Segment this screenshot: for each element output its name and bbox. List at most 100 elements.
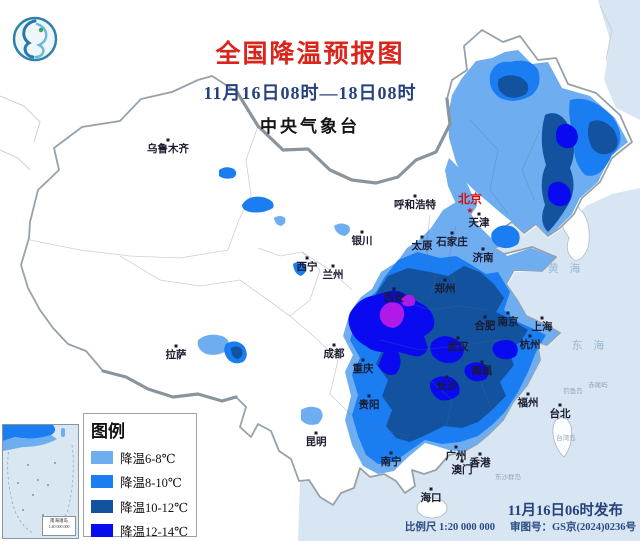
sea-label-东沙群岛: 东沙群岛 [495,472,521,481]
layer-14-16 [379,294,416,328]
foreign-borders [0,5,613,171]
legend-swatch [91,475,113,488]
city-label-海口: 海口 [421,491,442,504]
city-label-昆明: 昆明 [306,436,327,448]
city-marker [389,451,393,455]
city-marker [174,344,178,348]
city-label-上海: 上海 [532,320,553,333]
city-label-台北: 台北 [550,407,571,420]
city-label-天津: 天津 [469,216,490,229]
city-marker [360,230,364,234]
inset-title: 南海诸岛 [50,518,68,523]
map-scale: 比例尺 1:20 000 000 [404,522,495,533]
city-marker [478,452,482,456]
city-marker [392,287,396,291]
inset-islands [17,462,56,516]
sea-label-赤尾屿: 赤尾屿 [588,380,608,389]
temperature-drop-layers [29,44,628,474]
legend-swatch [91,450,113,464]
hainan-island [416,497,448,519]
city-label-西安: 西安 [384,291,405,304]
legend-item-2: 降温10-12℃ [91,497,190,516]
city-label-拉萨: 拉萨 [166,348,187,361]
city-label-郑州: 郑州 [435,282,456,295]
legend-item-0: 降温6-8℃ [91,448,190,467]
cma-logo [12,16,58,62]
sea-area-ne [598,0,640,120]
legend-swatch [91,499,113,513]
city-label-济南: 济南 [473,251,494,264]
city-label-石家庄: 石家庄 [435,235,468,248]
layer-12-14 [348,123,578,401]
city-label-杭州: 杭州 [520,338,541,351]
city-marker [506,311,510,315]
sea-label-台湾岛: 台湾岛 [556,433,576,442]
city-label-兰州: 兰州 [323,268,344,281]
city-label-武汉: 武汉 [448,340,469,353]
inset-scale-box: 南海诸岛 1:40 000 000 [42,516,76,536]
city-marker [481,247,485,251]
city-label-成都: 成都 [324,347,345,360]
city-marker [528,334,532,338]
map-info: 比例尺 1:20 000 000 审图号：GS京(2024)0236号 [404,519,636,534]
city-marker [483,315,487,319]
city-marker [450,231,454,235]
city-label-北京: 北京 [458,191,482,206]
sea-label-黄海: 黄 海 [548,261,585,275]
city-label-福州: 福州 [517,396,539,409]
legend-item-1: 降温8-10℃ [91,472,190,491]
city-marker [460,459,464,463]
city-label-南京: 南京 [498,315,519,328]
city-marker [454,445,458,449]
city-marker [456,336,460,340]
legend-swatch [91,524,113,537]
city-marker [429,487,433,491]
legend-label: 降温8-10℃ [120,476,182,490]
legend-title: 图例 [91,422,125,441]
city-label-南宁: 南宁 [381,455,402,468]
city-label-南昌: 南昌 [472,364,493,377]
city-marker [477,212,481,216]
city-marker [526,392,530,396]
city-label-乌鲁木齐: 乌鲁木齐 [147,142,189,155]
city-label-澳门: 澳门 [452,463,473,476]
sea-area [298,188,640,541]
city-label-太原: 太原 [411,239,433,252]
city-marker [480,360,484,364]
inset-scale: 1:40 000 000 [48,524,70,530]
city-marker [413,194,417,198]
city-marker [331,264,335,268]
sea-label-东海: 东 海 [572,338,609,352]
legend-item-3: 降温12-14℃ [91,521,190,540]
city-label-合肥: 合肥 [474,319,496,332]
province-borders [29,119,541,437]
city-label-香港: 香港 [469,456,491,469]
city-marker [420,235,424,239]
sea-label-钓鱼岛: 钓鱼岛 [563,386,583,395]
approval-number: 审图号：GS京(2024)0236号 [510,522,636,533]
city-label-长沙: 长沙 [437,379,458,392]
inset-map [3,425,74,534]
city-marker [332,343,336,347]
city-marker [305,256,309,260]
legend-label: 降温10-12℃ [120,500,189,515]
city-marker [361,358,365,362]
bohai-patch [491,225,520,249]
south-china-sea-inset: 南海诸岛 1:40 000 000 [2,424,79,539]
city-marker [540,316,544,320]
city-label-银川: 银川 [352,234,373,247]
city-label-西宁: 西宁 [297,260,318,273]
city-label-广州: 广州 [446,449,467,462]
taiwan-island [552,417,573,458]
city-label-贵阳: 贵阳 [359,398,380,411]
legend-label: 降温6-8℃ [120,451,176,466]
publish-time: 11月16日06时发布 [507,503,623,519]
capital-star-icon: ★ [466,206,473,215]
city-marker [367,394,371,398]
city-label-呼和浩特: 呼和浩特 [394,198,436,211]
thick-borders [101,90,452,403]
